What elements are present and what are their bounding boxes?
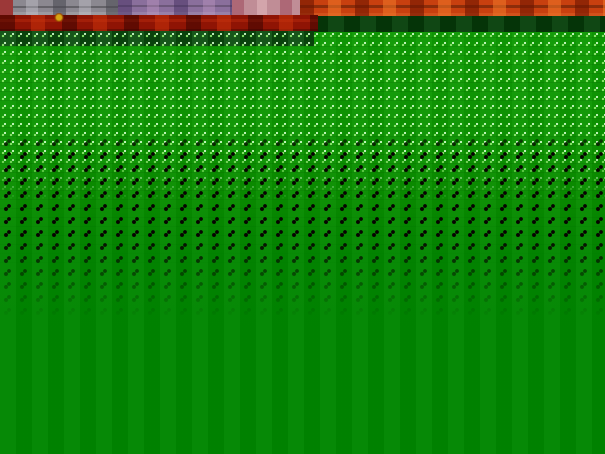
crowd-band-pink <box>232 0 304 15</box>
pitch-shadow-band-right <box>296 15 605 32</box>
dark-mowing-dots <box>0 136 605 318</box>
crowd-band-purple <box>118 0 236 15</box>
barrier-band-red <box>0 15 318 31</box>
gold-spot <box>54 13 64 22</box>
crowd-band-red <box>300 0 605 16</box>
crowd-band-red-edge <box>0 0 13 15</box>
